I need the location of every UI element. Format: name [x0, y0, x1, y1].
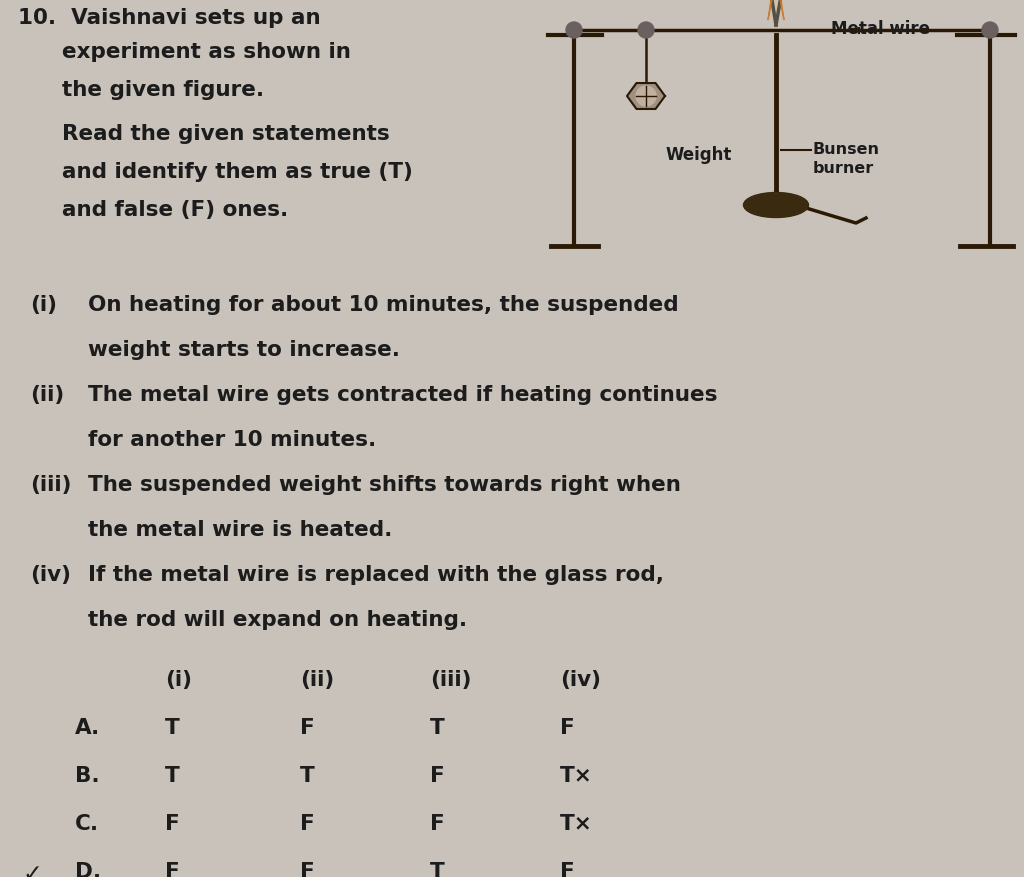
Text: Metal wire: Metal wire: [831, 20, 930, 38]
Circle shape: [638, 22, 654, 38]
Text: A.: A.: [75, 718, 100, 738]
Text: (i): (i): [165, 670, 193, 690]
Text: F: F: [560, 718, 574, 738]
Text: the metal wire is heated.: the metal wire is heated.: [88, 520, 392, 540]
Text: The suspended weight shifts towards right when: The suspended weight shifts towards righ…: [88, 475, 681, 495]
Text: and false (F) ones.: and false (F) ones.: [62, 200, 288, 220]
Text: T×: T×: [560, 766, 593, 786]
Text: D.: D.: [75, 862, 101, 877]
Text: F: F: [165, 814, 180, 834]
Text: T: T: [300, 766, 314, 786]
Text: F: F: [165, 862, 180, 877]
Text: T: T: [165, 718, 180, 738]
Text: T: T: [430, 862, 444, 877]
Text: (ii): (ii): [30, 385, 65, 405]
Text: (iii): (iii): [30, 475, 72, 495]
Text: On heating for about 10 minutes, the suspended: On heating for about 10 minutes, the sus…: [88, 295, 679, 315]
Text: 10.  Vaishnavi sets up an: 10. Vaishnavi sets up an: [18, 8, 321, 28]
Text: T: T: [165, 766, 180, 786]
Circle shape: [566, 22, 582, 38]
Text: experiment as shown in: experiment as shown in: [62, 42, 351, 62]
Text: F: F: [430, 766, 444, 786]
Text: the rod will expand on heating.: the rod will expand on heating.: [88, 610, 467, 630]
Text: (iii): (iii): [430, 670, 471, 690]
Text: (iv): (iv): [30, 565, 71, 585]
Text: for another 10 minutes.: for another 10 minutes.: [88, 430, 376, 450]
Text: F: F: [300, 718, 314, 738]
Text: Weight: Weight: [666, 146, 732, 164]
Text: F: F: [430, 814, 444, 834]
Text: The metal wire gets contracted if heating continues: The metal wire gets contracted if heatin…: [88, 385, 718, 405]
Text: (i): (i): [30, 295, 57, 315]
Text: B.: B.: [75, 766, 99, 786]
Ellipse shape: [743, 192, 809, 217]
Text: ✓: ✓: [22, 862, 42, 877]
Text: F: F: [560, 862, 574, 877]
Polygon shape: [627, 83, 665, 109]
Text: T×: T×: [560, 814, 593, 834]
Circle shape: [982, 22, 998, 38]
Text: the given figure.: the given figure.: [62, 80, 264, 100]
Text: F: F: [300, 814, 314, 834]
Text: T: T: [430, 718, 444, 738]
Polygon shape: [768, 0, 784, 20]
Text: C.: C.: [75, 814, 99, 834]
Text: and identify them as true (T): and identify them as true (T): [62, 162, 413, 182]
Text: (ii): (ii): [300, 670, 334, 690]
Text: weight starts to increase.: weight starts to increase.: [88, 340, 400, 360]
Circle shape: [636, 86, 656, 106]
Text: (iv): (iv): [560, 670, 601, 690]
Text: If the metal wire is replaced with the glass rod,: If the metal wire is replaced with the g…: [88, 565, 664, 585]
Text: Bunsen
burner: Bunsen burner: [813, 142, 880, 175]
Text: Read the given statements: Read the given statements: [62, 124, 390, 144]
Text: F: F: [300, 862, 314, 877]
